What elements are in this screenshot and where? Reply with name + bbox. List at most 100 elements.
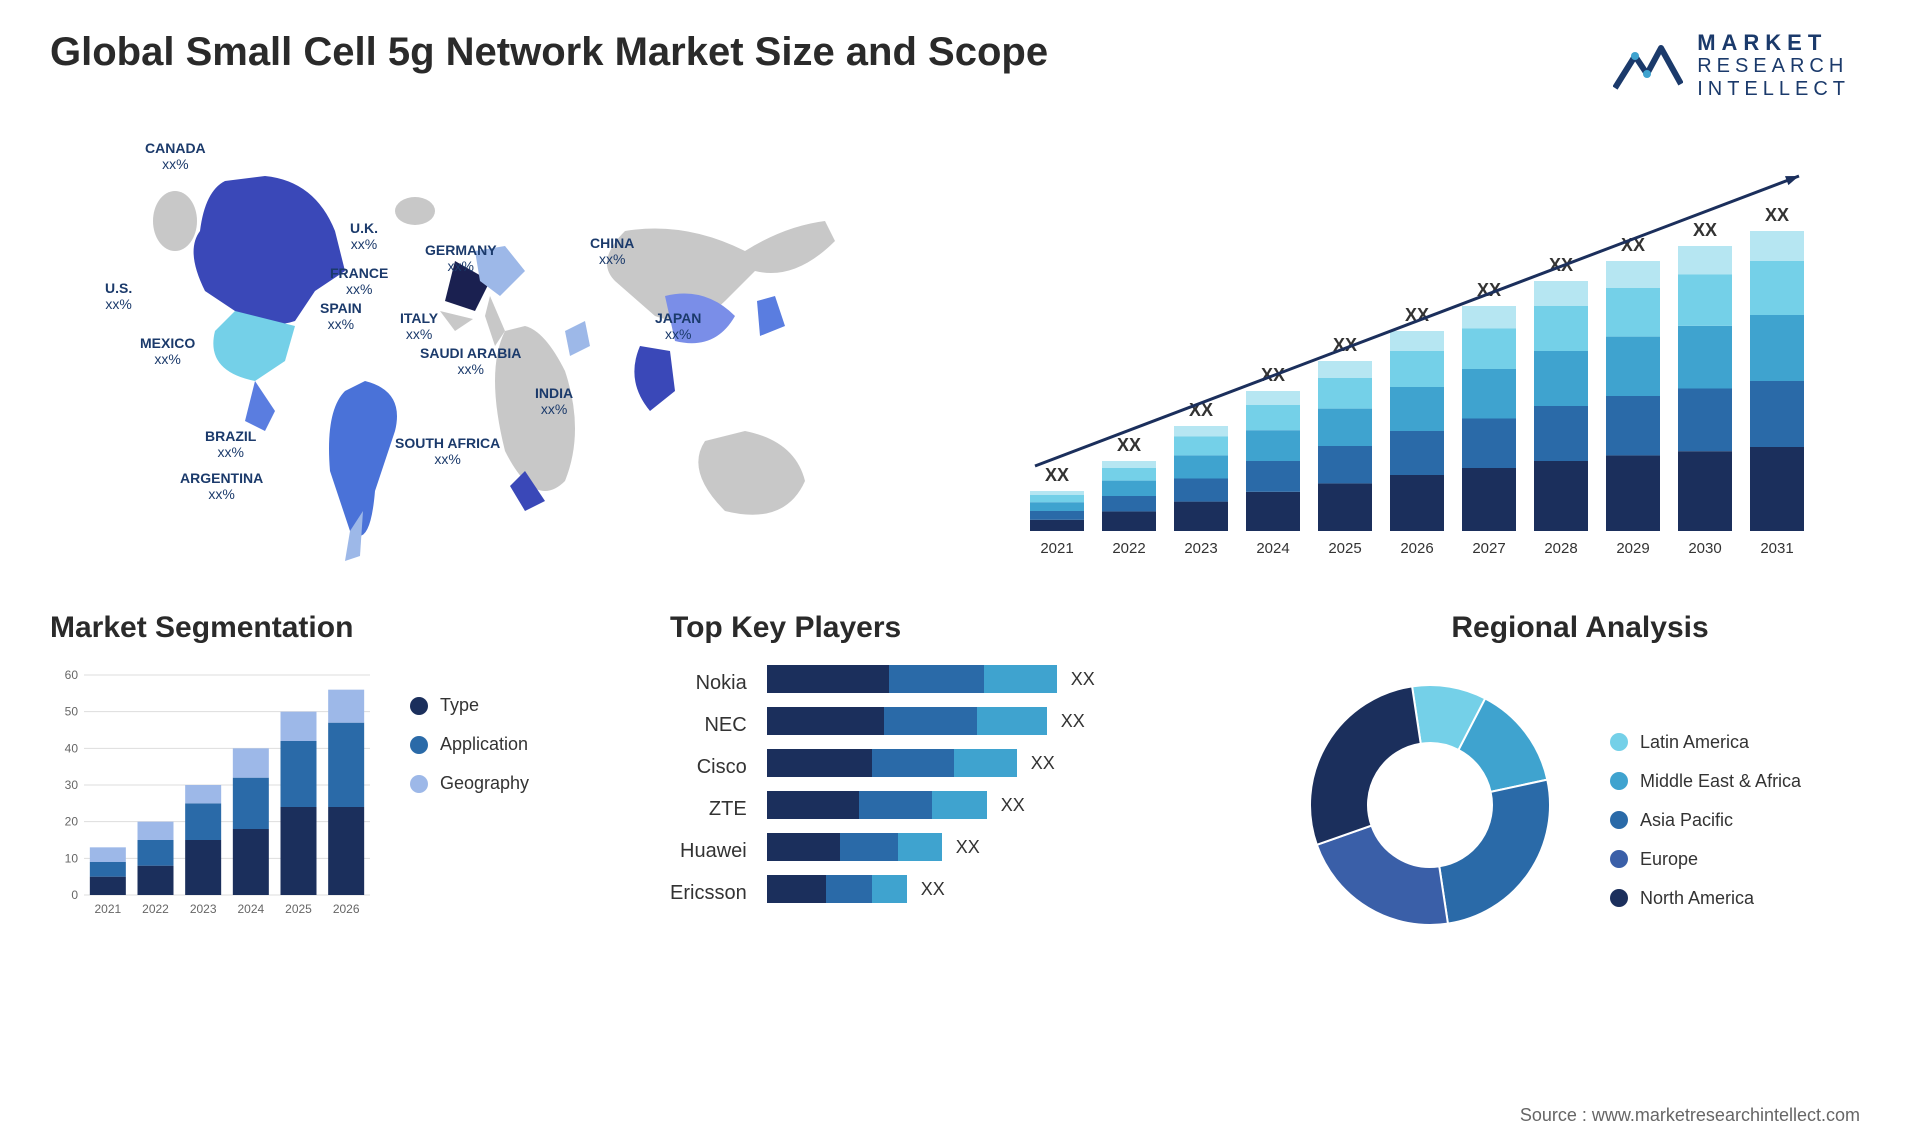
growth-bar-segment — [1678, 275, 1732, 326]
player-value: XX — [1061, 711, 1085, 732]
country-label: INDIAxx% — [535, 386, 573, 417]
growth-bar-segment — [1750, 261, 1804, 315]
growth-bar-segment — [1606, 288, 1660, 337]
legend-item: Europe — [1610, 849, 1801, 870]
growth-bar-segment — [1462, 329, 1516, 370]
seg-bar-segment — [185, 840, 221, 895]
seg-bar-segment — [233, 749, 269, 778]
legend-item: Application — [410, 734, 529, 755]
player-name: ZTE — [709, 795, 747, 823]
player-bar-segment — [767, 749, 872, 777]
seg-ytick: 30 — [65, 778, 79, 792]
growth-bar-segment — [1606, 337, 1660, 396]
growth-year-label: 2021 — [1040, 540, 1073, 557]
donut-slice — [1310, 687, 1421, 846]
growth-bar-segment — [1174, 437, 1228, 456]
player-bar — [767, 791, 987, 819]
growth-bar-segment — [1606, 261, 1660, 288]
growth-bar-segment — [1174, 426, 1228, 437]
growth-year-label: 2028 — [1544, 540, 1577, 557]
regional-donut — [1290, 665, 1570, 945]
country-label: SOUTH AFRICAxx% — [395, 436, 500, 467]
growth-bar-segment — [1030, 511, 1084, 520]
header: Global Small Cell 5g Network Market Size… — [50, 30, 1870, 101]
growth-year-label: 2025 — [1328, 540, 1361, 557]
regional-panel: Regional Analysis Latin AmericaMiddle Ea… — [1290, 611, 1870, 945]
player-bar-segment — [767, 875, 826, 903]
player-bar-segment — [859, 791, 932, 819]
seg-year-label: 2024 — [237, 902, 264, 916]
growth-bar-segment — [1030, 502, 1084, 511]
player-bar-row: XX — [767, 875, 1095, 903]
legend-swatch — [1610, 733, 1628, 751]
legend-item: Latin America — [1610, 732, 1801, 753]
segmentation-legend: TypeApplicationGeography — [410, 695, 529, 925]
legend-item: North America — [1610, 888, 1801, 909]
logo-text: MARKET RESEARCH INTELLECT — [1697, 30, 1850, 101]
growth-bar-segment — [1534, 306, 1588, 351]
seg-bar-segment — [328, 807, 364, 895]
player-name: NEC — [704, 711, 746, 739]
growth-bar-segment — [1750, 231, 1804, 261]
player-bar-row: XX — [767, 791, 1095, 819]
donut-slice — [1439, 780, 1550, 924]
growth-bar-segment — [1102, 461, 1156, 468]
growth-year-label: 2027 — [1472, 540, 1505, 557]
regional-legend: Latin America Middle East & Africa Asia Pa… — [1610, 732, 1801, 909]
country-label: SPAINxx% — [320, 301, 362, 332]
player-bar — [767, 665, 1057, 693]
player-bar — [767, 833, 942, 861]
country-label: MEXICOxx% — [140, 336, 195, 367]
growth-bar-segment — [1390, 475, 1444, 531]
country-label: ITALYxx% — [400, 311, 438, 342]
player-bar-segment — [872, 749, 955, 777]
legend-label: Europe — [1640, 849, 1698, 870]
country-label: U.S.xx% — [105, 281, 132, 312]
growth-bar-segment — [1102, 468, 1156, 481]
seg-year-label: 2022 — [142, 902, 169, 916]
seg-ytick: 20 — [65, 815, 79, 829]
growth-chart-panel: XX2021XX2022XX2023XX2024XX2025XX2026XX20… — [980, 131, 1870, 571]
seg-bar-segment — [90, 862, 126, 877]
seg-bar-segment — [281, 741, 317, 807]
legend-item: Middle East & Africa — [1610, 771, 1801, 792]
growth-bar-segment — [1246, 391, 1300, 405]
country-label: CHINAxx% — [590, 236, 634, 267]
top-row: CANADAxx%U.S.xx%MEXICOxx%BRAZILxx%ARGENT… — [50, 131, 1870, 571]
source-text: Source : www.marketresearchintellect.com — [1520, 1105, 1860, 1126]
growth-bar-segment — [1390, 387, 1444, 431]
seg-bar-segment — [281, 807, 317, 895]
growth-bar-segment — [1246, 405, 1300, 430]
growth-bar-segment — [1318, 409, 1372, 446]
player-bar — [767, 749, 1017, 777]
legend-swatch — [1610, 850, 1628, 868]
seg-bar-segment — [185, 785, 221, 803]
segmentation-title: Market Segmentation — [50, 611, 630, 645]
growth-bar-segment — [1102, 496, 1156, 511]
growth-bar-segment — [1678, 326, 1732, 389]
legend-swatch — [410, 697, 428, 715]
growth-year-label: 2024 — [1256, 540, 1289, 557]
legend-item: Asia Pacific — [1610, 810, 1801, 831]
seg-bar-segment — [233, 778, 269, 829]
seg-year-label: 2025 — [285, 902, 312, 916]
player-bar-segment — [767, 707, 885, 735]
legend-label: Application — [440, 734, 528, 755]
growth-bar-segment — [1534, 461, 1588, 531]
growth-bar-segment — [1606, 396, 1660, 455]
bottom-row: Market Segmentation 0102030405060 202120… — [50, 611, 1870, 945]
player-name: Cisco — [697, 753, 747, 781]
legend-label: Type — [440, 695, 479, 716]
country-label: CANADAxx% — [145, 141, 206, 172]
seg-bar-segment — [90, 848, 126, 863]
seg-bar-segment — [281, 712, 317, 741]
growth-year-label: 2031 — [1760, 540, 1793, 557]
legend-label: Middle East & Africa — [1640, 771, 1801, 792]
seg-year-label: 2021 — [94, 902, 121, 916]
seg-ytick: 0 — [71, 888, 78, 902]
growth-bar-segment — [1030, 520, 1084, 531]
growth-bar-segment — [1102, 512, 1156, 532]
player-value: XX — [921, 879, 945, 900]
country-label: FRANCExx% — [330, 266, 388, 297]
legend-label: Latin America — [1640, 732, 1749, 753]
